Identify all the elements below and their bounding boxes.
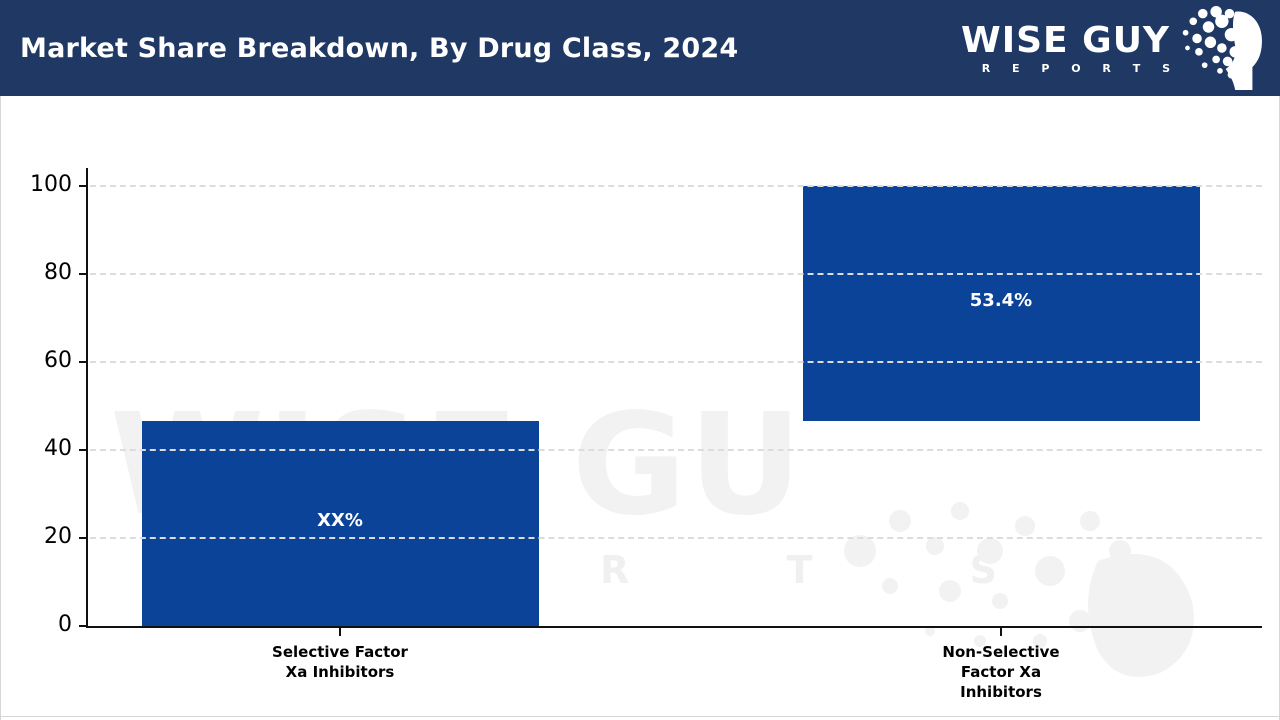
xtick-mark-1 (1000, 628, 1002, 636)
ytick-label-20: 20 (44, 524, 72, 549)
logo-subtitle: R E P O R T S (981, 61, 1179, 75)
xtick-label-line: Selective Factor (272, 643, 408, 661)
gridline-60 (90, 361, 1262, 363)
xtick-label-line: Factor Xa (960, 663, 1042, 681)
ytick-label-80: 80 (44, 260, 72, 285)
xtick-label-line: Xa Inhibitors (285, 663, 395, 681)
gridline-40 (90, 449, 1262, 451)
ytick-mark-40 (79, 449, 88, 451)
ytick-mark-20 (79, 537, 88, 539)
ytick-mark-0 (79, 625, 88, 627)
xtick-label-1: Non-Selective Factor Xa Inhibitors (841, 642, 1161, 702)
watermark-subtext: R T S (600, 548, 1070, 592)
bar-value-label: XX% (317, 510, 363, 532)
wise-guy-reports-logo: WISE GUY R E P O R T S (961, 6, 1262, 90)
watermark-dotted-face-icon (844, 502, 1194, 677)
gridline-100 (90, 185, 1262, 187)
page-title: Market Share Breakdown, By Drug Class, 2… (20, 32, 739, 64)
ytick-mark-80 (79, 273, 88, 275)
logo-text: WISE GUY R E P O R T S (960, 19, 1170, 74)
gridline-20 (90, 537, 1262, 539)
xtick-label-line: Inhibitors (960, 683, 1042, 701)
ytick-mark-60 (79, 361, 88, 363)
ytick-label-40: 40 (44, 436, 72, 461)
xtick-label-0: Selective Factor Xa Inhibitors (180, 642, 500, 682)
logo-wordmark: WISE GUY (960, 19, 1170, 61)
xtick-label-line: Non-Selective (942, 643, 1060, 661)
ytick-label-60: 60 (44, 348, 72, 373)
bar-0 (141, 420, 539, 626)
header-bar: Market Share Breakdown, By Drug Class, 2… (0, 0, 1280, 96)
frame-bottom-edge (0, 716, 1280, 717)
xtick-mark-0 (339, 628, 341, 636)
ytick-label-100: 100 (30, 172, 72, 197)
ytick-label-0: 0 (58, 612, 72, 637)
bar-value-label: 53.4% (969, 290, 1033, 312)
y-axis-spine (86, 168, 88, 628)
frame-left-edge (0, 96, 1, 720)
ytick-mark-100 (79, 185, 88, 187)
bar-1 (802, 186, 1200, 421)
gridline-80 (90, 273, 1262, 275)
chart-canvas: WISE GU R T S XX%53.4%020406080100Select… (0, 96, 1280, 720)
x-axis-spine (86, 626, 1262, 628)
dotted-face-icon (1182, 6, 1262, 90)
